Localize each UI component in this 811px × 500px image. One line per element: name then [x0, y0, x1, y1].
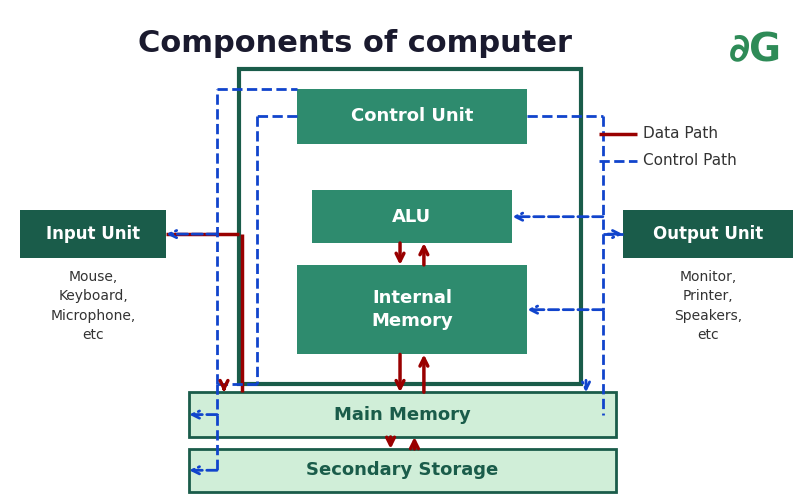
FancyBboxPatch shape: [297, 89, 527, 144]
FancyBboxPatch shape: [20, 210, 166, 258]
Text: Control Path: Control Path: [642, 153, 736, 168]
FancyBboxPatch shape: [189, 392, 616, 437]
Text: Input Unit: Input Unit: [46, 225, 140, 243]
FancyBboxPatch shape: [311, 190, 513, 243]
Text: Main Memory: Main Memory: [334, 406, 471, 423]
Text: Mouse,
Keyboard,
Microphone,
etc: Mouse, Keyboard, Microphone, etc: [50, 270, 136, 342]
Text: Monitor,
Printer,
Speakers,
etc: Monitor, Printer, Speakers, etc: [674, 270, 742, 342]
Text: Internal
Memory: Internal Memory: [371, 289, 453, 331]
Text: ∂G: ∂G: [728, 31, 782, 69]
FancyBboxPatch shape: [189, 449, 616, 492]
Text: Components of computer: Components of computer: [139, 29, 573, 58]
Text: Secondary Storage: Secondary Storage: [307, 462, 499, 479]
FancyBboxPatch shape: [239, 69, 581, 384]
FancyBboxPatch shape: [623, 210, 793, 258]
Text: Data Path: Data Path: [642, 126, 718, 141]
Text: Output Unit: Output Unit: [653, 225, 763, 243]
Text: ALU: ALU: [393, 208, 431, 226]
Text: Control Unit: Control Unit: [351, 107, 473, 125]
FancyBboxPatch shape: [297, 265, 527, 354]
